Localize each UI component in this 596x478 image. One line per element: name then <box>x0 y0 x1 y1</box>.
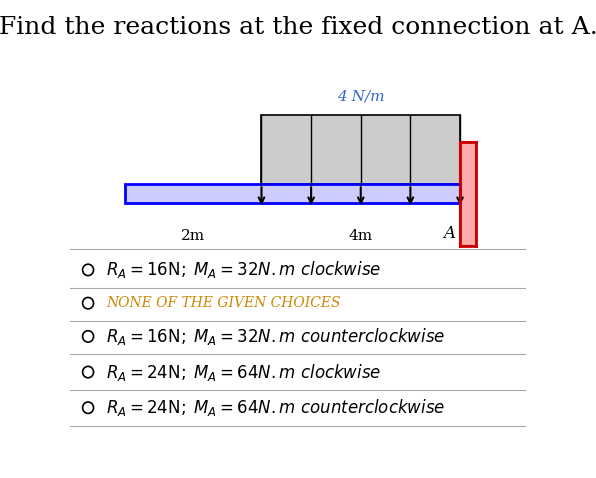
Bar <box>460 141 476 246</box>
Bar <box>125 185 460 203</box>
Text: $R_A = 16\mathrm{N};\; M_A = 32N.\mathit{m\ counterclockwise}$: $R_A = 16\mathrm{N};\; M_A = 32N.\mathit… <box>106 326 446 347</box>
Text: $R_A = 16\mathrm{N};\; M_A = 32N.\mathit{m\ clockwise}$: $R_A = 16\mathrm{N};\; M_A = 32N.\mathit… <box>106 260 381 281</box>
Text: 4m: 4m <box>349 229 373 243</box>
Text: A: A <box>443 225 455 242</box>
Text: $R_A = 24\mathrm{N};\; M_A = 64N.\mathit{m\ counterclockwise}$: $R_A = 24\mathrm{N};\; M_A = 64N.\mathit… <box>106 397 446 418</box>
Text: 4 N/m: 4 N/m <box>337 89 384 104</box>
Text: 2m: 2m <box>181 229 205 243</box>
Text: Find the reactions at the fixed connection at A.: Find the reactions at the fixed connecti… <box>0 16 596 39</box>
Text: NONE OF THE GIVEN CHOICES: NONE OF THE GIVEN CHOICES <box>106 296 341 310</box>
Bar <box>262 116 460 185</box>
Text: $R_A = 24\mathrm{N};\; M_A = 64N.\mathit{m\ clockwise}$: $R_A = 24\mathrm{N};\; M_A = 64N.\mathit… <box>106 361 381 382</box>
